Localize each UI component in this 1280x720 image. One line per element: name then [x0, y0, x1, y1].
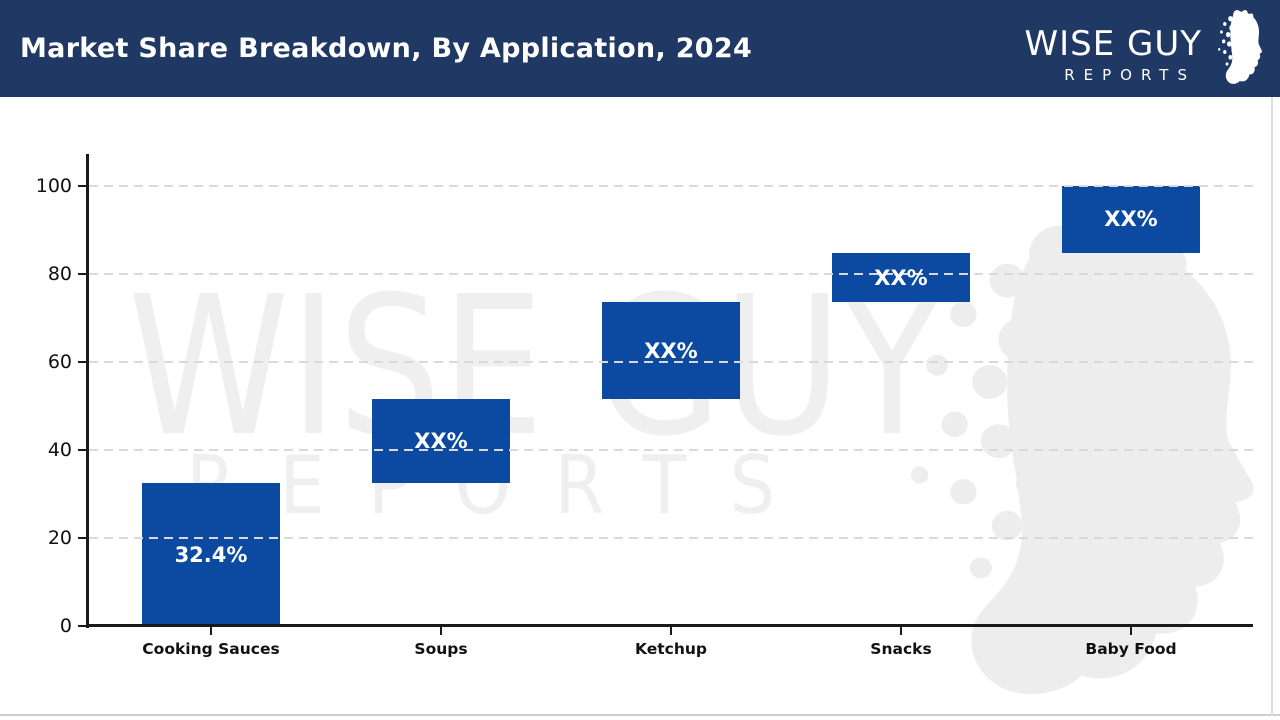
- x-tick-mark: [210, 627, 212, 635]
- x-tick-mark: [670, 627, 672, 635]
- x-category-label: Soups: [414, 640, 468, 658]
- bar-value-label: XX%: [414, 429, 468, 454]
- x-axis-line: [86, 624, 1253, 627]
- logo-subtext: REPORTS: [1064, 66, 1196, 84]
- y-axis-line: [86, 154, 89, 628]
- x-category-label: Baby Food: [1085, 640, 1177, 658]
- bar-segment: 32.4%: [142, 483, 280, 626]
- bar-value-label: 32.4%: [174, 542, 248, 567]
- header-bar: Market Share Breakdown, By Application, …: [0, 0, 1280, 97]
- bar-segment: XX%: [602, 302, 740, 399]
- y-tick-label: 0: [59, 615, 72, 637]
- bar-value-label: XX%: [644, 338, 698, 363]
- y-tick-mark: [78, 361, 87, 363]
- y-tick-mark: [78, 625, 87, 627]
- x-category-label: Snacks: [870, 640, 932, 658]
- page-title: Market Share Breakdown, By Application, …: [20, 33, 753, 64]
- bar-segment: XX%: [1062, 186, 1200, 253]
- right-border: [1271, 97, 1273, 716]
- y-tick-mark: [78, 273, 87, 275]
- gridline: [89, 537, 1253, 539]
- x-category-label: Cooking Sauces: [142, 640, 280, 658]
- logo-wordmark: WISE GUY: [1024, 24, 1202, 64]
- bar-segment: XX%: [372, 398, 510, 484]
- bar-value-label: XX%: [1104, 207, 1158, 232]
- y-tick-label: 100: [35, 175, 72, 197]
- bottom-border: [0, 714, 1280, 716]
- x-category-label: Ketchup: [634, 640, 707, 658]
- y-tick-mark: [78, 537, 87, 539]
- wise-guy-logo: WISE GUY REPORTS: [1024, 8, 1266, 92]
- x-tick-mark: [900, 627, 902, 635]
- y-tick-label: 80: [47, 263, 72, 285]
- gridline: [89, 361, 1253, 363]
- head-profile-icon: [1218, 10, 1262, 84]
- y-tick-label: 20: [47, 527, 72, 549]
- x-tick-mark: [440, 627, 442, 635]
- y-tick-label: 40: [47, 439, 72, 461]
- bar-segment: XX%: [832, 252, 970, 303]
- gridline: [89, 449, 1253, 451]
- y-tick-mark: [78, 449, 87, 451]
- bar-value-label: XX%: [874, 265, 928, 290]
- x-tick-mark: [1130, 627, 1132, 635]
- y-tick-mark: [78, 185, 87, 187]
- y-tick-label: 60: [47, 351, 72, 373]
- gridline: [89, 185, 1253, 187]
- gridline: [89, 273, 1253, 275]
